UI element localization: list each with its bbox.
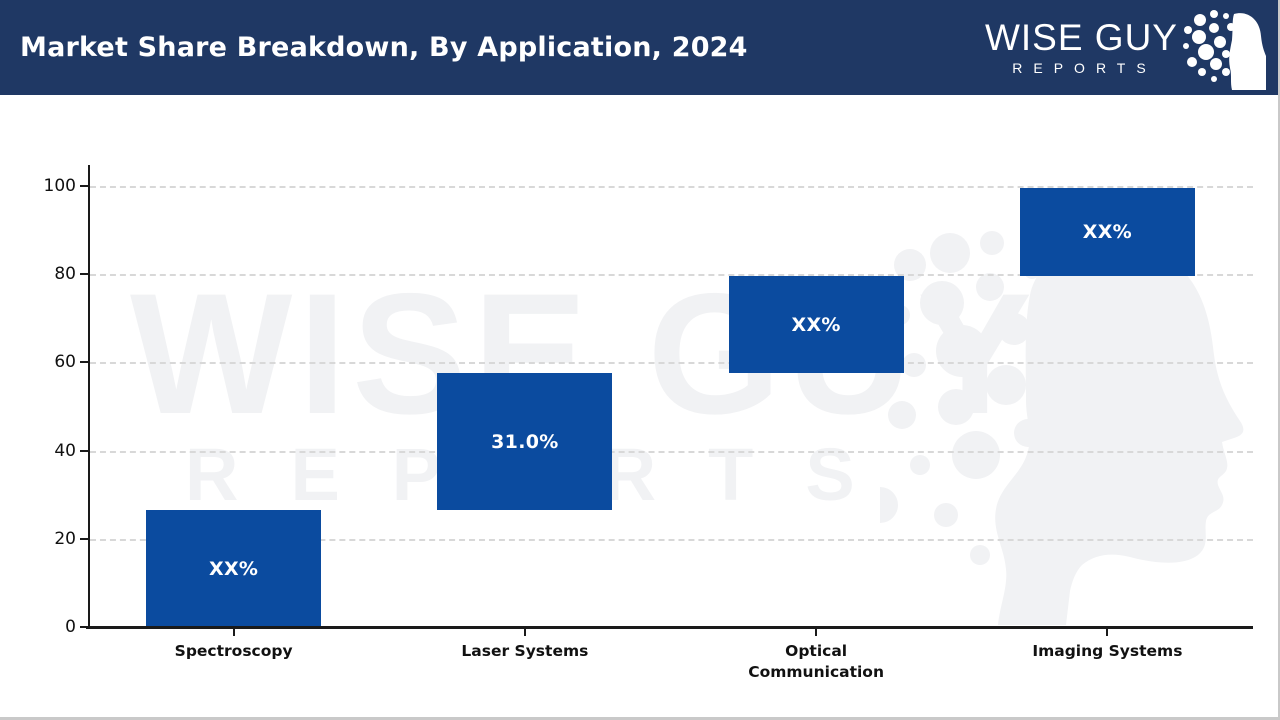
x-axis-line: [86, 626, 1253, 629]
bar-laser-systems[interactable]: 31.0%: [437, 373, 613, 511]
bar-value-label: XX%: [209, 557, 259, 580]
watermark-face-icon: [880, 231, 1244, 625]
bar-optical-communication[interactable]: XX%: [728, 276, 904, 374]
page-title: Market Share Breakdown, By Application, …: [20, 32, 748, 63]
x-tick-mark: [1106, 627, 1109, 636]
header: Market Share Breakdown, By Application, …: [0, 0, 1278, 95]
gridline-y100: [90, 186, 1253, 188]
gridline-y40: [90, 450, 1253, 453]
gridline-y80: [90, 274, 1253, 277]
y-tick-mark: [80, 626, 88, 628]
x-tick-mark: [815, 627, 818, 636]
y-tick-label: 40: [54, 440, 76, 461]
y-tick-label: 100: [43, 176, 76, 196]
logo-face-icon: [1183, 9, 1266, 90]
logo-wordmark-line2: REPORTS: [1012, 60, 1157, 76]
x-tick-mark: [523, 627, 526, 636]
gridline-y20: [90, 538, 1253, 541]
y-axis-line: [88, 165, 90, 629]
y-tick-mark: [80, 185, 88, 187]
x-tick-mark: [232, 627, 235, 636]
x-axis-label-optical-communication: Optical Communication: [748, 642, 884, 681]
y-tick-label: 0: [65, 617, 76, 637]
logo-wordmark: WISE GUY REPORTS: [985, 19, 1178, 76]
bar-imaging-systems[interactable]: XX%: [1019, 188, 1195, 277]
bar-value-label: XX%: [1082, 221, 1132, 244]
bar-spectroscopy[interactable]: XX%: [146, 510, 322, 627]
y-tick-label: 80: [54, 264, 76, 285]
x-axis-label-spectroscopy: Spectroscopy: [174, 642, 293, 660]
y-tick-mark: [80, 361, 88, 364]
y-tick-mark: [80, 449, 88, 452]
bar-value-label: 31.0%: [491, 430, 559, 453]
y-tick-label: 60: [54, 352, 76, 373]
logo-wordmark-line1: WISE GUY: [984, 17, 1178, 58]
x-axis-label-laser-systems: Laser Systems: [461, 642, 589, 660]
y-tick-label: 20: [54, 528, 76, 549]
y-tick-mark: [80, 273, 88, 276]
brand-logo: WISE GUY REPORTS: [985, 6, 1278, 90]
bar-value-label: XX%: [791, 313, 841, 336]
y-tick-mark: [80, 537, 88, 540]
gridline-y60: [90, 362, 1253, 365]
x-axis-label-imaging-systems: Imaging Systems: [1032, 642, 1183, 660]
